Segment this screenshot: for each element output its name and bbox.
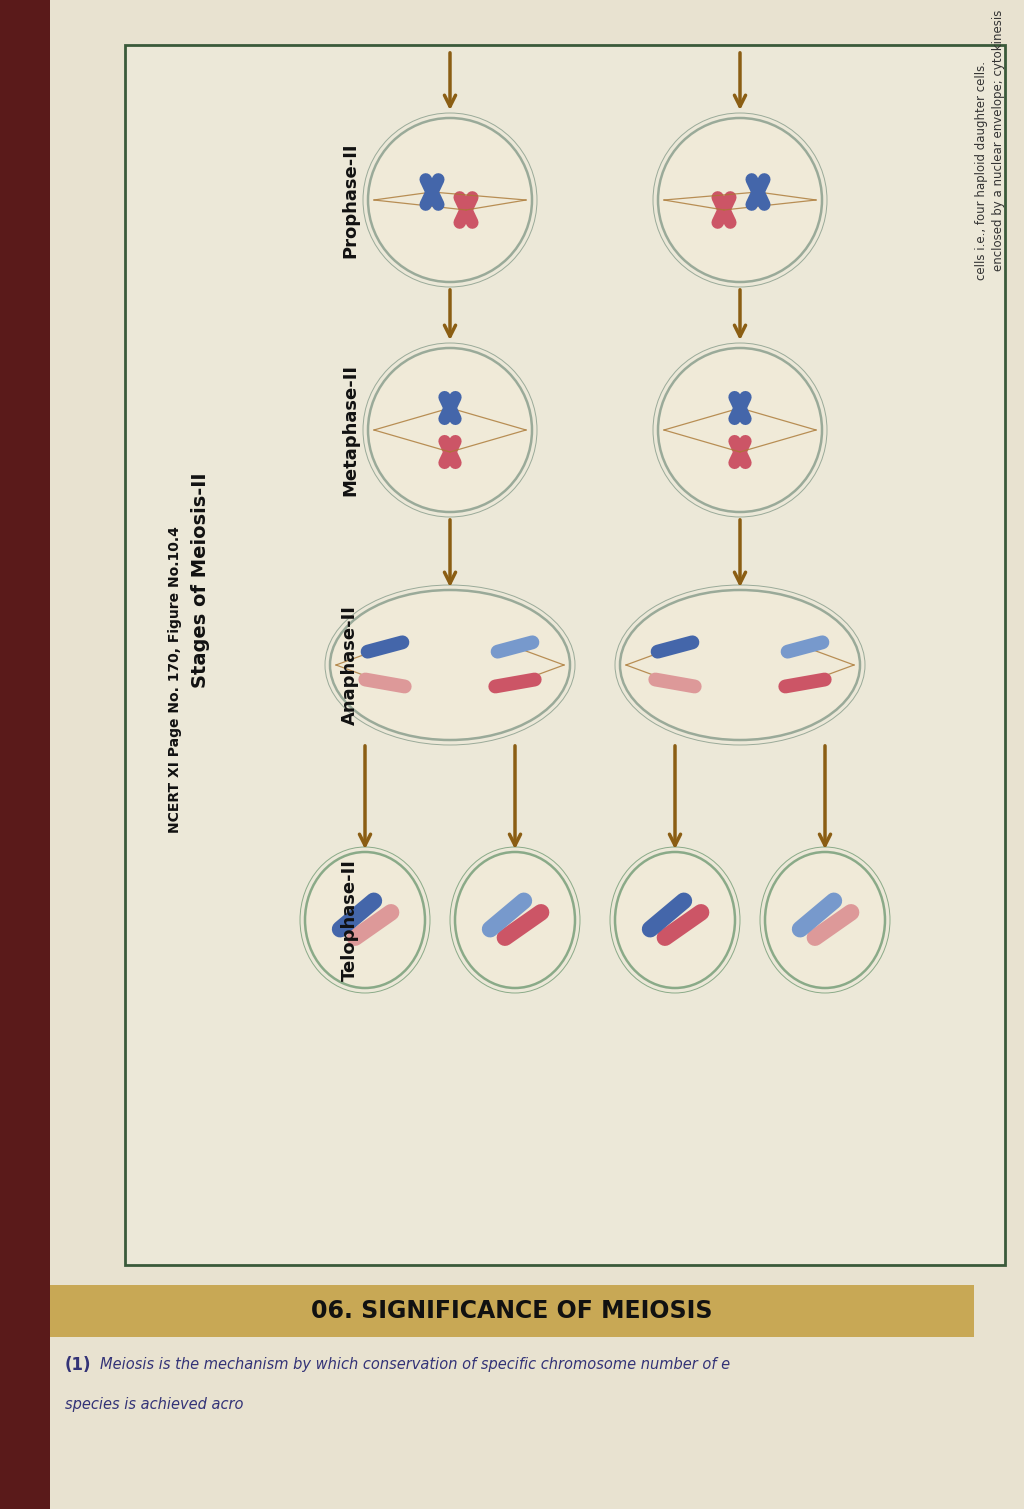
Ellipse shape <box>658 349 822 512</box>
Text: enclosed by a nuclear envelope; cytokinesis: enclosed by a nuclear envelope; cytokine… <box>992 9 1005 270</box>
Text: species is achieved acro: species is achieved acro <box>65 1397 244 1412</box>
Text: 06. SIGNIFICANCE OF MEIOSIS: 06. SIGNIFICANCE OF MEIOSIS <box>311 1299 713 1323</box>
Text: Meiosis is the mechanism by which conservation of specific chromosome number of : Meiosis is the mechanism by which conser… <box>100 1358 730 1373</box>
Ellipse shape <box>330 590 570 739</box>
Ellipse shape <box>305 853 425 988</box>
Text: Metaphase-II: Metaphase-II <box>341 364 359 496</box>
Text: Anaphase-II: Anaphase-II <box>341 605 359 724</box>
Ellipse shape <box>368 118 532 282</box>
Ellipse shape <box>765 853 885 988</box>
Text: Telophase-II: Telophase-II <box>341 859 359 981</box>
Ellipse shape <box>658 118 822 282</box>
Ellipse shape <box>620 590 860 739</box>
Ellipse shape <box>368 349 532 512</box>
Text: (1): (1) <box>65 1357 91 1375</box>
Bar <box>125 45 1005 1265</box>
Text: Stages of Meiosis-II: Stages of Meiosis-II <box>190 472 210 688</box>
Ellipse shape <box>615 853 735 988</box>
Text: Prophase-II: Prophase-II <box>341 142 359 258</box>
Text: NCERT XI Page No. 170, Figure No.10.4: NCERT XI Page No. 170, Figure No.10.4 <box>168 527 182 833</box>
Ellipse shape <box>455 853 575 988</box>
Text: cells i.e., four haploid daughter cells.: cells i.e., four haploid daughter cells. <box>975 60 988 279</box>
Bar <box>50 1286 974 1337</box>
Bar <box>0 0 50 1509</box>
